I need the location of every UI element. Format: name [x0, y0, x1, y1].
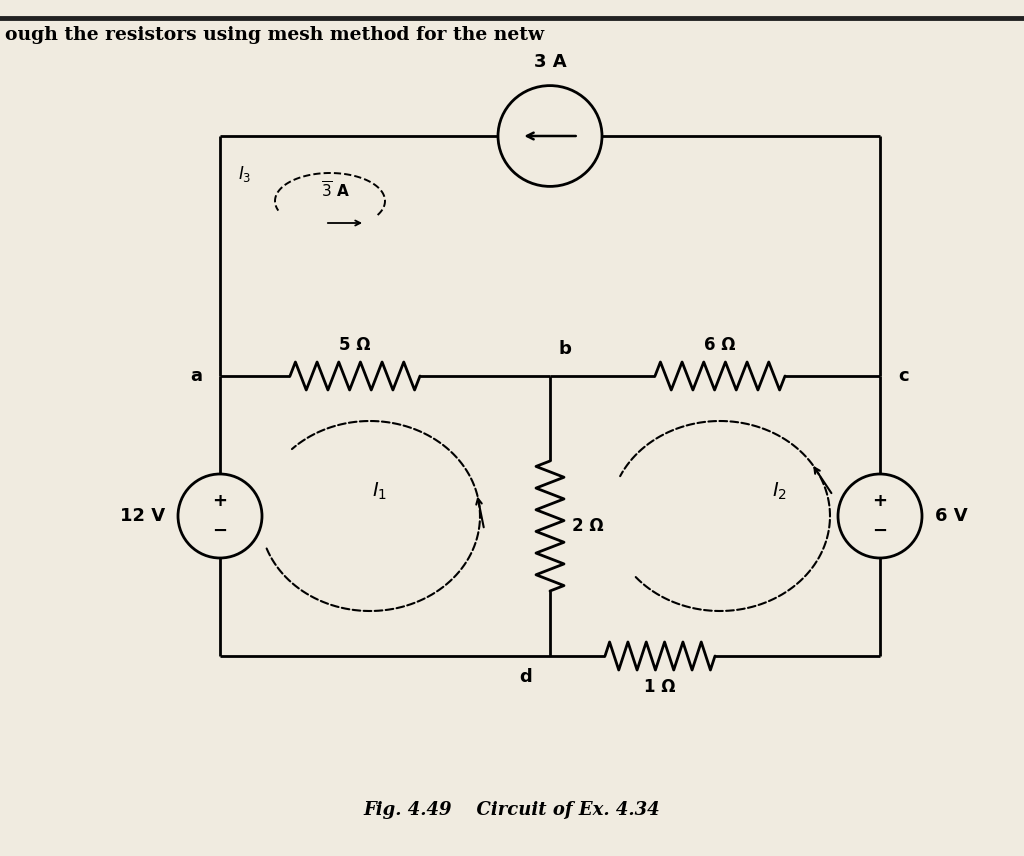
Text: +: +: [872, 492, 888, 510]
Text: ough the resistors using mesh method for the netw: ough the resistors using mesh method for…: [5, 26, 544, 44]
Text: $\overline{3}$ A: $\overline{3}$ A: [321, 181, 349, 201]
Text: $I_1$: $I_1$: [373, 480, 387, 502]
Text: 1 Ω: 1 Ω: [644, 678, 676, 696]
Text: a: a: [190, 367, 202, 385]
Text: −: −: [212, 522, 227, 540]
Text: +: +: [213, 492, 227, 510]
Text: $I_{3}$: $I_{3}$: [238, 164, 251, 184]
Text: b: b: [558, 340, 570, 358]
Text: 6 V: 6 V: [935, 507, 968, 525]
Text: 12 V: 12 V: [120, 507, 165, 525]
Text: 5 Ω: 5 Ω: [339, 336, 371, 354]
Text: $I_2$: $I_2$: [772, 480, 787, 502]
Text: 3 A: 3 A: [534, 52, 566, 70]
Text: 6 Ω: 6 Ω: [705, 336, 736, 354]
Text: d: d: [519, 668, 532, 686]
Text: −: −: [872, 522, 888, 540]
Text: Fig. 4.49    Circuit of Ex. 4.34: Fig. 4.49 Circuit of Ex. 4.34: [364, 801, 660, 819]
Text: c: c: [898, 367, 908, 385]
Text: 2 Ω: 2 Ω: [572, 517, 603, 535]
